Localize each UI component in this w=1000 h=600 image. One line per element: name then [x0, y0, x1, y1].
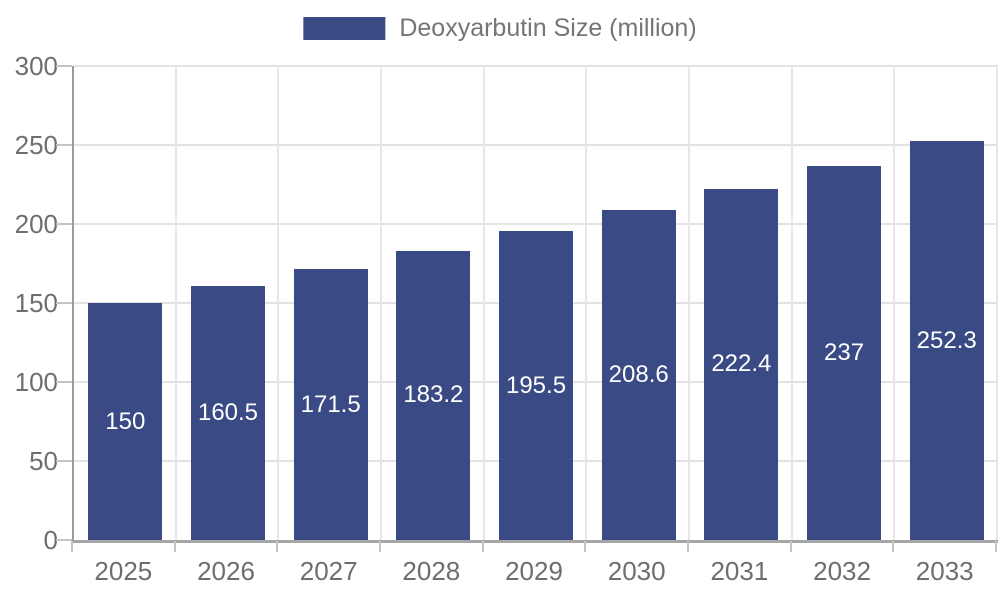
y-axis-label: 200 [14, 208, 58, 239]
x-tick-mark [379, 541, 381, 552]
x-tick-mark [892, 541, 895, 552]
x-axis-label-2025: 2025 [94, 556, 153, 586]
x-axis-label-2029: 2029 [505, 556, 563, 586]
legend-swatch [303, 17, 386, 40]
bar-slot-2029: 195.5 [485, 66, 588, 540]
x-axis-label-2033: 2033 [915, 556, 974, 586]
gridline-horizontal [74, 222, 998, 225]
bar-series: 150 160.5 171.5 183.2 195.5 208.6 222.4 237 252.… [74, 66, 998, 540]
x-axis-label-2032: 2032 [813, 556, 871, 586]
x-tick-mark [687, 541, 689, 552]
bar-value-label: 150 [105, 407, 146, 435]
x-tick-mark [276, 541, 279, 552]
y-axis-label: 300 [14, 51, 58, 81]
y-axis-label: 50 [29, 446, 58, 476]
gridline-horizontal [74, 143, 998, 146]
x-axis-label-2028: 2028 [402, 556, 461, 586]
bar-value-label: 208.6 [608, 361, 669, 389]
bar-slot-2026: 160.5 [177, 66, 280, 540]
gridline-horizontal [74, 65, 998, 67]
plot-area: 150 160.5 171.5 183.2 195.5 208.6 222.4 237 252.… [72, 65, 998, 543]
bar-2027[interactable]: 171.5 [293, 269, 368, 540]
x-axis-label-2030: 2030 [607, 556, 666, 586]
bar-value-label: 160.5 [197, 399, 259, 427]
bar-2026[interactable]: 160.5 [191, 286, 265, 540]
y-tick-mark [56, 381, 72, 383]
bar-slot-2025: 150 [74, 66, 177, 540]
y-tick-mark [56, 223, 72, 225]
gridline-vertical [996, 66, 998, 540]
y-axis-label: 250 [14, 129, 58, 160]
legend-label: Deoxyarbutin Size (million) [399, 14, 697, 42]
bar-2025[interactable]: 150 [88, 303, 163, 540]
gridline-vertical [687, 66, 690, 540]
x-tick-mark [71, 541, 73, 552]
bar-2032[interactable]: 237 [807, 165, 881, 540]
bar-value-label: 222.4 [711, 350, 772, 378]
bar-slot-2030: 208.6 [587, 66, 690, 540]
bar-2030[interactable]: 208.6 [601, 210, 676, 540]
legend[interactable]: Deoxyarbutin Size (million) [303, 14, 697, 42]
bar-value-label: 171.5 [300, 390, 361, 418]
bar-slot-2027: 171.5 [279, 66, 382, 540]
bar-2031[interactable]: 222.4 [704, 188, 779, 540]
x-axis-label-2027: 2027 [299, 556, 358, 586]
y-tick-mark [56, 539, 72, 541]
x-tick-mark [481, 541, 484, 552]
gridline-vertical [585, 66, 588, 540]
y-tick-mark [56, 65, 72, 67]
y-tick-mark [56, 302, 72, 304]
x-tick-mark [584, 541, 587, 552]
x-axis-label-2026: 2026 [197, 556, 255, 586]
bar-slot-2032: 237 [793, 66, 896, 540]
y-axis-label: 100 [14, 366, 58, 397]
y-tick-mark [56, 460, 72, 462]
gridline-vertical [277, 66, 280, 540]
bar-value-label: 183.2 [403, 381, 464, 409]
gridline-vertical [174, 66, 177, 540]
x-axis: 2025 2026 2027 2028 2029 2030 2031 2032 2033 [72, 557, 996, 586]
y-axis-label: 0 [43, 525, 58, 555]
bar-2028[interactable]: 183.2 [396, 250, 471, 540]
bar-2033[interactable]: 252.3 [909, 141, 984, 540]
bar-value-label: 252.3 [916, 326, 977, 354]
x-axis-label-2031: 2031 [710, 556, 769, 586]
x-tick-mark [173, 541, 176, 552]
bar-2029[interactable]: 195.5 [499, 231, 573, 540]
bar-slot-2033: 252.3 [895, 66, 998, 540]
x-tick-mark [995, 541, 997, 552]
y-tick-mark [56, 144, 72, 146]
gridline-vertical [790, 66, 793, 540]
y-axis: 0 50 100 150 200 250 300 [0, 53, 58, 553]
x-tick-mark [789, 541, 792, 552]
bar-value-label: 195.5 [505, 371, 567, 399]
gridline-vertical [379, 66, 382, 540]
bar-slot-2028: 183.2 [382, 66, 485, 540]
y-axis-label: 150 [14, 288, 58, 318]
bar-value-label: 237 [824, 338, 865, 366]
gridline-vertical [893, 66, 896, 540]
gridline-vertical [482, 66, 485, 540]
bar-slot-2031: 222.4 [690, 66, 793, 540]
